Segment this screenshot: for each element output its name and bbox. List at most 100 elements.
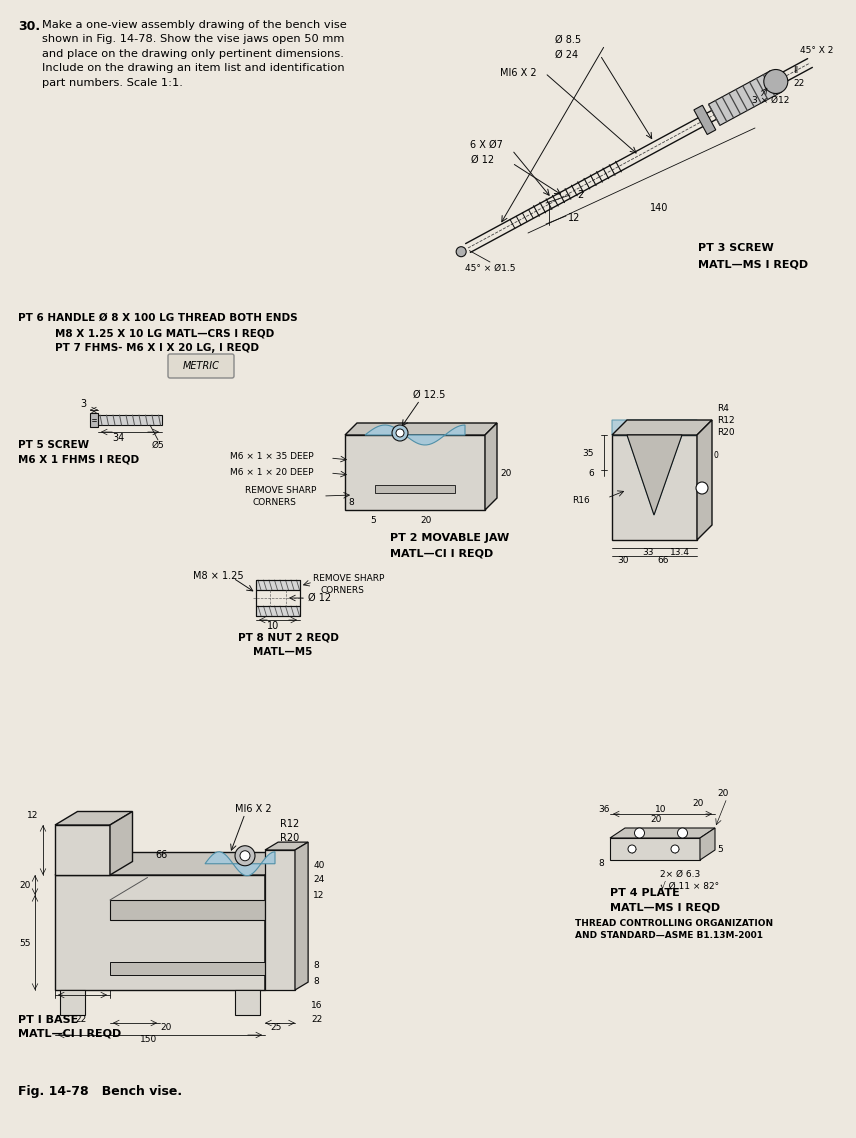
Circle shape [235,846,255,866]
Text: 8: 8 [313,978,319,987]
Text: Fig. 14-78   Bench vise.: Fig. 14-78 Bench vise. [18,1085,182,1098]
Text: 13.4: 13.4 [670,547,690,556]
Circle shape [677,828,687,838]
Text: MATL—M5: MATL—M5 [253,648,312,657]
Text: M8 X 1.25 X 10 LG MATL—CRS I REQD: M8 X 1.25 X 10 LG MATL—CRS I REQD [55,328,274,338]
Text: MATL—CI I REQD: MATL—CI I REQD [18,1029,122,1039]
Text: PT 8 NUT 2 REQD: PT 8 NUT 2 REQD [238,633,339,643]
Circle shape [634,828,645,838]
Text: M6 X 1 FHMS I REQD: M6 X 1 FHMS I REQD [18,454,140,464]
Text: R20: R20 [280,833,300,843]
Text: 34: 34 [112,432,124,443]
Polygon shape [700,828,715,860]
Text: 35: 35 [582,448,594,457]
Text: 45° × Ø1.5: 45° × Ø1.5 [465,264,515,272]
Polygon shape [697,420,712,541]
Polygon shape [55,875,265,990]
Polygon shape [205,851,275,875]
Polygon shape [110,962,265,975]
Text: MI6 X 2: MI6 X 2 [235,803,271,814]
Text: Ø 12: Ø 12 [308,593,331,603]
FancyBboxPatch shape [168,354,234,378]
Text: 16: 16 [311,1000,323,1009]
Text: 2: 2 [577,190,583,200]
Text: Ø 8.5: Ø 8.5 [555,35,581,46]
Polygon shape [612,420,712,435]
Polygon shape [265,842,308,850]
Text: METRIC: METRIC [182,361,219,371]
Text: 6: 6 [588,469,594,478]
Text: √ Ø 11 × 82°: √ Ø 11 × 82° [660,882,719,891]
Text: R20: R20 [717,428,734,437]
Polygon shape [60,990,85,1015]
Polygon shape [694,105,716,134]
Text: 5: 5 [717,844,722,854]
Text: REMOVE SHARP: REMOVE SHARP [313,574,384,583]
Text: 55: 55 [20,939,31,948]
Polygon shape [610,838,700,860]
Polygon shape [709,71,782,125]
Polygon shape [110,900,265,920]
Text: PT 4 PLATE: PT 4 PLATE [610,888,680,898]
Text: 20: 20 [500,469,511,478]
Text: Ø 24: Ø 24 [555,50,578,60]
Text: Make a one-view assembly drawing of the bench vise
shown in Fig. 14-78. Show the: Make a one-view assembly drawing of the … [42,20,347,88]
Text: PT 3 SCREW: PT 3 SCREW [698,244,774,253]
Text: 5: 5 [370,516,376,525]
Text: PT 2 MOVABLE JAW: PT 2 MOVABLE JAW [390,533,509,543]
Text: MATL—MS I REQD: MATL—MS I REQD [610,902,720,912]
Polygon shape [612,435,697,541]
Polygon shape [256,580,300,589]
Text: 36: 36 [598,806,609,815]
Polygon shape [235,990,260,1015]
Polygon shape [627,435,682,516]
Polygon shape [485,423,497,510]
Polygon shape [55,811,133,825]
Text: M6 × 1 × 35 DEEP: M6 × 1 × 35 DEEP [230,452,313,461]
Text: CORNERS: CORNERS [253,497,297,506]
Text: R12: R12 [280,818,300,828]
Text: 150: 150 [140,1036,158,1045]
Text: 10: 10 [267,621,279,630]
Text: THREAD CONTROLLING ORGANIZATION: THREAD CONTROLLING ORGANIZATION [575,918,773,927]
Text: 24: 24 [313,875,324,884]
Text: 3: 3 [80,399,86,409]
Text: Ø 12: Ø 12 [471,155,494,165]
Text: AND STANDARD—ASME B1.13M-2001: AND STANDARD—ASME B1.13M-2001 [575,932,763,940]
Text: 22: 22 [75,1015,86,1024]
Text: 20: 20 [420,516,431,525]
Text: MATL—MS I REQD: MATL—MS I REQD [698,259,808,269]
Circle shape [392,424,408,442]
Polygon shape [265,852,302,990]
Polygon shape [345,423,497,435]
Text: 20: 20 [650,816,662,825]
Text: PT 6 HANDLE Ø 8 X 100 LG THREAD BOTH ENDS: PT 6 HANDLE Ø 8 X 100 LG THREAD BOTH END… [18,313,298,323]
Text: 12: 12 [313,891,324,899]
Text: 20: 20 [160,1023,171,1032]
Polygon shape [295,842,308,990]
Polygon shape [98,415,162,424]
Text: PT 5 SCREW: PT 5 SCREW [18,440,89,450]
Polygon shape [110,811,133,875]
Text: 45° X 2: 45° X 2 [800,46,834,55]
Circle shape [764,69,788,93]
Text: 12: 12 [27,810,38,819]
Text: 22: 22 [311,1015,323,1024]
Text: Ø5: Ø5 [152,440,164,450]
Text: 40: 40 [313,860,324,869]
Text: 12: 12 [568,213,580,223]
Circle shape [240,851,250,860]
Text: 8: 8 [598,859,603,868]
Text: PT 7 FHMS- M6 X I X 20 LG, I REQD: PT 7 FHMS- M6 X I X 20 LG, I REQD [55,343,259,353]
Text: R4: R4 [717,404,728,412]
Text: MATL—CI I REQD: MATL—CI I REQD [390,549,493,558]
Text: 66: 66 [155,850,167,860]
Text: II: II [793,66,799,74]
Text: 2× Ø 6.3: 2× Ø 6.3 [660,869,700,879]
Text: R16: R16 [573,495,590,504]
Text: 20: 20 [717,789,728,798]
Text: CORNERS: CORNERS [321,585,365,594]
Circle shape [456,247,467,257]
Text: 30: 30 [617,555,628,564]
Polygon shape [90,413,98,427]
